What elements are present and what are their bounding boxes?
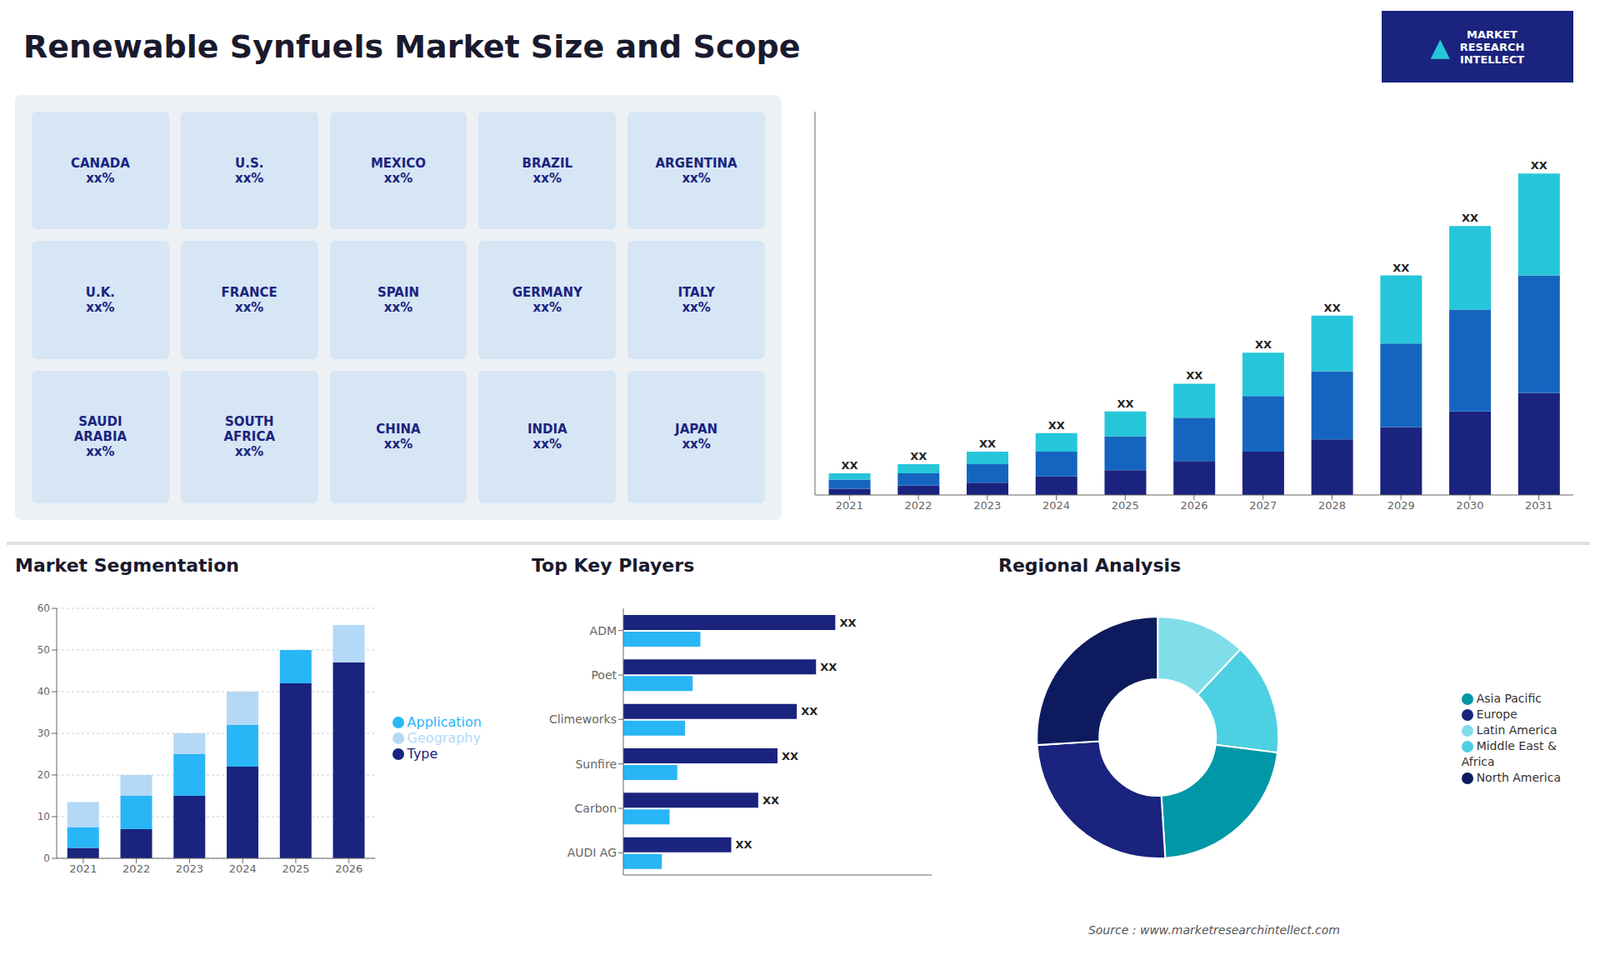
html-text:Renewable Synfuels Market Size: Renewable Synfuels Market Size and Scope bbox=[23, 28, 801, 65]
html-text:Top Key Players: Top Key Players bbox=[531, 555, 695, 576]
svg-text:30: 30 bbox=[37, 727, 50, 740]
svg-text:XX: XX bbox=[979, 437, 996, 450]
svg-text:XX: XX bbox=[1392, 261, 1410, 275]
html-text:CHINA xx%: CHINA xx% bbox=[376, 421, 421, 452]
svg-text:Poet: Poet bbox=[590, 668, 617, 682]
svg-text:2025: 2025 bbox=[1111, 499, 1140, 512]
svg-text:20: 20 bbox=[37, 769, 50, 781]
svg-text:0: 0 bbox=[43, 852, 50, 865]
svg-text:Climeworks: Climeworks bbox=[549, 712, 617, 726]
svg-text:XX: XX bbox=[841, 459, 859, 472]
svg-text:2022: 2022 bbox=[905, 499, 933, 512]
svg-text:2022: 2022 bbox=[122, 862, 150, 875]
html-text:U.S. xx%: U.S. xx% bbox=[235, 155, 264, 186]
html-text:Market Segmentation: Market Segmentation bbox=[15, 555, 240, 576]
svg-text:60: 60 bbox=[37, 602, 50, 615]
svg-text:XX: XX bbox=[762, 794, 780, 807]
html-text:ARGENTINA xx%: ARGENTINA xx% bbox=[655, 155, 738, 186]
svg-text:2025: 2025 bbox=[281, 862, 310, 875]
svg-text:XX: XX bbox=[910, 450, 927, 463]
html-text:SPAIN xx%: SPAIN xx% bbox=[377, 285, 420, 315]
svg-text:2023: 2023 bbox=[973, 499, 1001, 512]
html-text:Geography: Geography bbox=[407, 729, 481, 746]
svg-text:XX: XX bbox=[839, 616, 856, 630]
svg-text:2024: 2024 bbox=[229, 862, 257, 875]
svg-text:2028: 2028 bbox=[1318, 499, 1346, 512]
svg-text:2026: 2026 bbox=[1180, 499, 1208, 512]
svg-text:XX: XX bbox=[1048, 419, 1065, 432]
svg-text:2023: 2023 bbox=[175, 862, 204, 875]
html-text:CANADA xx%: CANADA xx% bbox=[70, 155, 130, 186]
html-text:Asia Pacific: Asia Pacific bbox=[1476, 691, 1542, 705]
svg-text:40: 40 bbox=[37, 685, 50, 698]
svg-text:10: 10 bbox=[37, 810, 50, 823]
html-text:Source : www.marketresearchint: Source : www.marketresearchintellect.com bbox=[1088, 923, 1340, 937]
svg-text:Sunfire: Sunfire bbox=[575, 757, 617, 771]
svg-text:XX: XX bbox=[1255, 338, 1272, 351]
svg-text:ADM: ADM bbox=[590, 624, 617, 638]
svg-text:AUDI AG: AUDI AG bbox=[567, 845, 617, 860]
svg-text:XX: XX bbox=[820, 660, 837, 674]
html-text:U.K. xx%: U.K. xx% bbox=[85, 285, 115, 315]
svg-text:XX: XX bbox=[1530, 159, 1548, 172]
html-text:SOUTH AFRICA xx%: SOUTH AFRICA xx% bbox=[223, 414, 275, 460]
svg-text:XX: XX bbox=[735, 838, 753, 851]
html-text:JAPAN xx%: JAPAN xx% bbox=[675, 421, 718, 452]
html-text:Latin America: Latin America bbox=[1476, 723, 1558, 737]
svg-text:XX: XX bbox=[800, 705, 818, 718]
svg-text:XX: XX bbox=[781, 750, 799, 763]
html-text:Europe: Europe bbox=[1476, 707, 1518, 721]
html-text:ITALY xx%: ITALY xx% bbox=[677, 285, 715, 315]
html-text:SAUDI ARABIA xx%: SAUDI ARABIA xx% bbox=[73, 414, 127, 460]
svg-text:Carbon: Carbon bbox=[575, 801, 617, 815]
svg-text:XX: XX bbox=[1116, 397, 1134, 410]
svg-text:50: 50 bbox=[37, 644, 50, 656]
svg-text:2030: 2030 bbox=[1455, 499, 1484, 512]
html-text:Regional Analysis: Regional Analysis bbox=[998, 555, 1181, 576]
html-text:MEXICO xx%: MEXICO xx% bbox=[370, 155, 426, 186]
html-text:INDIA xx%: INDIA xx% bbox=[527, 421, 568, 452]
svg-text:XX: XX bbox=[1324, 301, 1341, 315]
html-text:Type: Type bbox=[407, 745, 438, 762]
svg-text:XX: XX bbox=[1185, 369, 1203, 382]
html-text:FRANCE xx%: FRANCE xx% bbox=[221, 285, 278, 315]
svg-text:2024: 2024 bbox=[1042, 499, 1070, 512]
svg-text:XX: XX bbox=[1461, 211, 1479, 225]
svg-text:2026: 2026 bbox=[335, 862, 363, 875]
html-text:BRAZIL xx%: BRAZIL xx% bbox=[522, 155, 573, 186]
svg-text:2027: 2027 bbox=[1249, 499, 1277, 512]
svg-text:2031: 2031 bbox=[1525, 499, 1553, 512]
html-text:North America: North America bbox=[1476, 770, 1561, 785]
html-text:MARKET RESEARCH INTELLECT: MARKET RESEARCH INTELLECT bbox=[1459, 27, 1525, 66]
svg-text:2021: 2021 bbox=[69, 862, 97, 875]
html-text:Application: Application bbox=[407, 713, 482, 730]
svg-text:2021: 2021 bbox=[835, 499, 864, 512]
html-text:GERMANY xx%: GERMANY xx% bbox=[512, 285, 583, 315]
html-text:Middle East & Africa: Middle East & Africa bbox=[1461, 739, 1557, 769]
svg-text:2029: 2029 bbox=[1387, 499, 1415, 512]
